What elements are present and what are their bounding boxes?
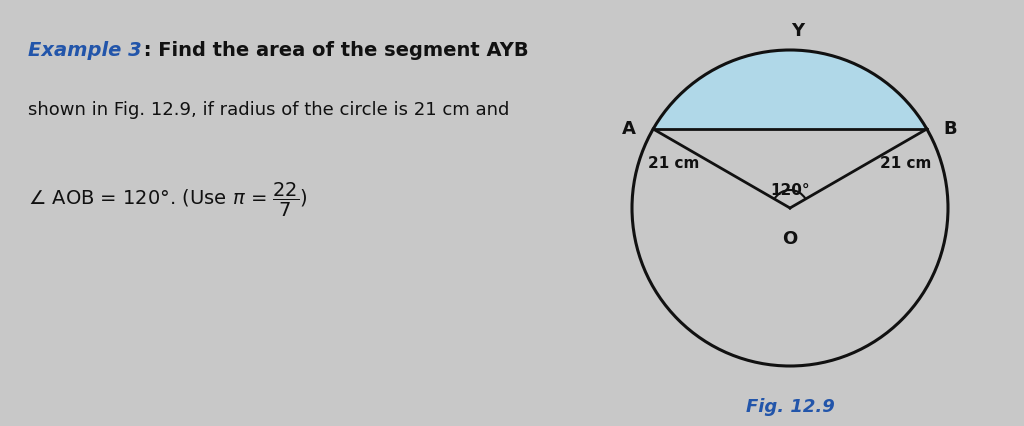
Text: Y: Y bbox=[792, 22, 805, 40]
Text: shown in Fig. 12.9, if radius of the circle is 21 cm and: shown in Fig. 12.9, if radius of the cir… bbox=[28, 101, 509, 119]
Polygon shape bbox=[653, 50, 927, 129]
Text: : Find the area of the segment AYB: : Find the area of the segment AYB bbox=[137, 41, 528, 60]
Text: 120°: 120° bbox=[770, 183, 810, 198]
Text: Example 3: Example 3 bbox=[28, 41, 141, 60]
Text: 21 cm: 21 cm bbox=[881, 156, 932, 171]
Text: O: O bbox=[782, 230, 798, 248]
Text: 21 cm: 21 cm bbox=[648, 156, 699, 171]
Text: Fig. 12.9: Fig. 12.9 bbox=[745, 398, 835, 416]
Text: B: B bbox=[944, 120, 957, 138]
Text: A: A bbox=[623, 120, 636, 138]
Text: $\angle$ AOB = 120°. (Use $\pi$ = $\dfrac{22}{7}$): $\angle$ AOB = 120°. (Use $\pi$ = $\dfra… bbox=[28, 181, 308, 219]
